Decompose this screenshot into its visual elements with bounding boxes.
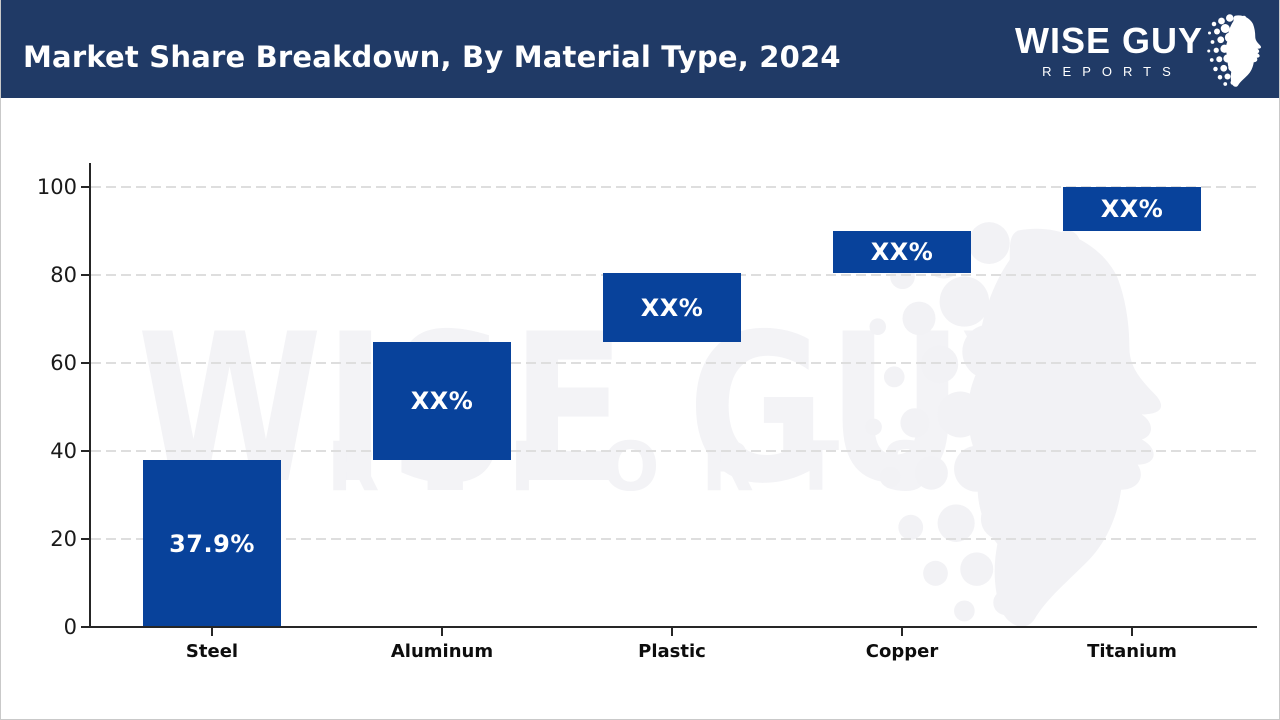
x-tick-mark-steel — [211, 628, 213, 636]
bar-value-label-titanium: XX% — [1100, 195, 1164, 223]
bar-plastic: XX% — [603, 273, 741, 342]
y-tick-mark-100 — [81, 186, 89, 188]
category-label-aluminum: Aluminum — [390, 641, 494, 662]
category-label-copper: Copper — [865, 641, 939, 662]
y-tick-mark-20 — [81, 538, 89, 540]
category-label-plastic: Plastic — [638, 641, 706, 662]
bar-steel: 37.9% — [143, 460, 281, 627]
y-tick-label-40: 40 — [50, 439, 77, 463]
y-tick-label-100: 100 — [36, 175, 77, 199]
head-profile-icon — [1207, 14, 1262, 87]
y-axis-line — [89, 163, 91, 628]
y-tick-label-80: 80 — [50, 263, 77, 287]
x-axis-line — [89, 626, 1257, 628]
gridline-100 — [91, 186, 1257, 188]
logo-wordmark: WISE GUY — [1014, 20, 1203, 61]
gridline-20 — [91, 538, 1257, 540]
y-tick-label-60: 60 — [50, 351, 77, 375]
x-tick-mark-titanium — [1131, 628, 1133, 636]
logo-subtitle: REPORTS — [1042, 64, 1182, 79]
y-tick-label-20: 20 — [50, 527, 77, 551]
y-tick-mark-80 — [81, 274, 89, 276]
bar-value-label-steel: 37.9% — [169, 529, 255, 558]
wise-guy-logo: WISE GUY REPORTS — [1015, 13, 1265, 89]
x-tick-mark-plastic — [671, 628, 673, 636]
x-tick-mark-copper — [901, 628, 903, 636]
y-tick-label-0: 0 — [63, 615, 77, 639]
y-tick-mark-0 — [81, 626, 89, 628]
bar-titanium: XX% — [1063, 187, 1201, 231]
bar-value-label-copper: XX% — [870, 238, 934, 267]
bar-value-label-aluminum: XX% — [410, 387, 474, 416]
gridline-40 — [91, 450, 1257, 452]
bar-copper: XX% — [833, 231, 971, 274]
gridline-60 — [91, 362, 1257, 364]
x-tick-mark-aluminum — [441, 628, 443, 636]
bar-aluminum: XX% — [373, 341, 511, 461]
logo-text: WISE GUY REPORTS — [1014, 20, 1203, 80]
category-label-titanium: Titanium — [1087, 641, 1177, 662]
page-title: Market Share Breakdown, By Material Type… — [23, 40, 841, 74]
category-label-steel: Steel — [185, 641, 239, 662]
y-tick-mark-40 — [81, 450, 89, 452]
y-tick-mark-60 — [81, 362, 89, 364]
watermark-head-icon — [865, 222, 1162, 627]
header-bar: Market Share Breakdown, By Material Type… — [1, 0, 1279, 98]
bar-value-label-plastic: XX% — [640, 293, 704, 322]
